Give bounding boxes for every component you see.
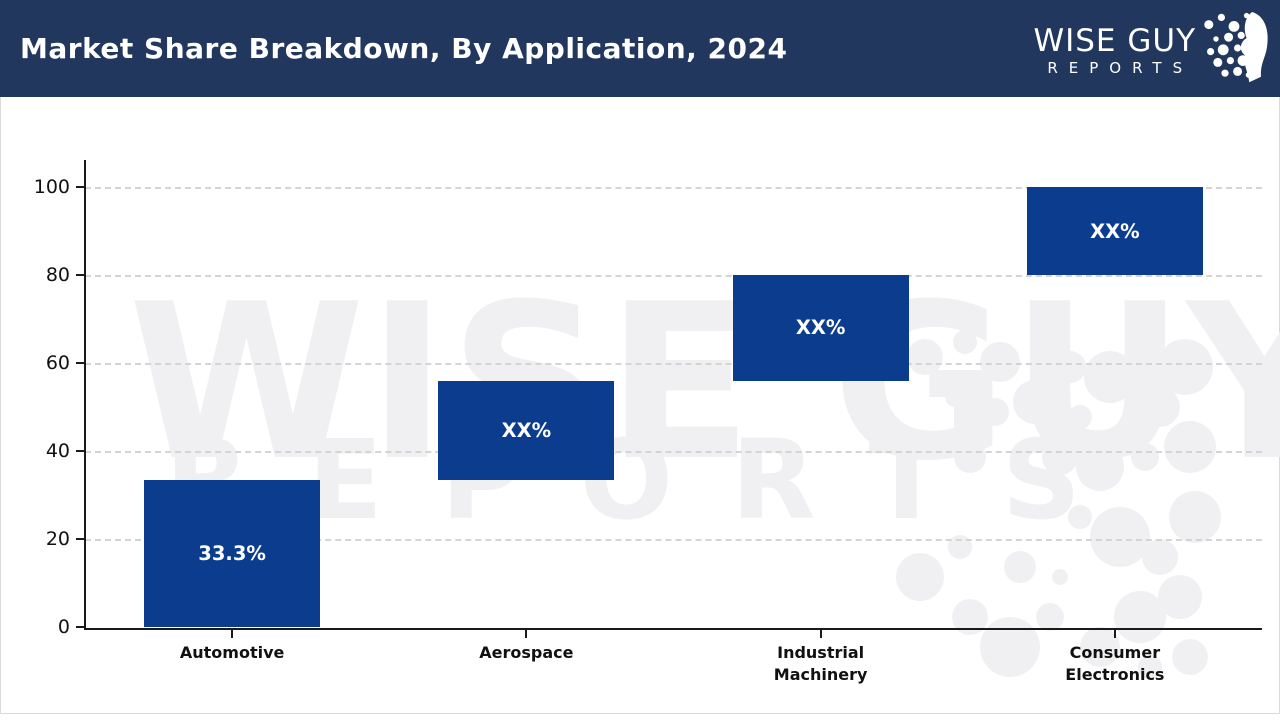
x-axis-tick xyxy=(819,630,822,638)
y-axis-spine xyxy=(84,160,86,628)
x-axis-label: Industrial Machinery xyxy=(773,643,868,684)
y-axis-tick xyxy=(76,274,85,276)
bar-consumer-electronics: XX% xyxy=(1026,187,1203,275)
gridline xyxy=(85,539,1262,541)
y-tick-label: 80 xyxy=(45,264,70,286)
y-tick-label: 20 xyxy=(45,528,70,550)
y-tick-label: 0 xyxy=(57,616,70,638)
page-title: Market Share Breakdown, By Application, … xyxy=(20,32,788,65)
x-axis-tick xyxy=(525,630,528,638)
y-axis-tick xyxy=(76,186,85,188)
y-tick-label: 100 xyxy=(33,176,70,198)
gridline xyxy=(85,187,1262,189)
wise-guy-head-icon xyxy=(1198,6,1270,94)
brand-logo-text: WISE GUY REPORTS xyxy=(1033,23,1196,77)
brand-subname: REPORTS xyxy=(1047,59,1194,77)
bar-industrial-machinery: XX% xyxy=(732,275,909,381)
y-axis-tick xyxy=(76,538,85,540)
y-tick-label: 60 xyxy=(45,352,70,374)
x-axis-label: Automotive xyxy=(179,643,285,662)
bar-automotive: 33.3% xyxy=(144,480,321,627)
y-axis-tick xyxy=(76,626,85,628)
brand-name: WISE GUY xyxy=(1033,23,1196,59)
plot-area: 33.3% XX% XX% XX% xyxy=(85,162,1262,627)
bar-aerospace: XX% xyxy=(438,380,615,481)
bar-value-label: 33.3% xyxy=(198,542,266,566)
x-axis-tick xyxy=(1113,630,1116,638)
bar-value-label: XX% xyxy=(1090,219,1140,243)
y-axis-tick xyxy=(76,362,85,364)
header-bar: Market Share Breakdown, By Application, … xyxy=(0,0,1280,97)
gridline xyxy=(85,363,1262,365)
y-axis-tick xyxy=(76,450,85,452)
brand-logo: WISE GUY REPORTS xyxy=(1033,6,1270,94)
gridline xyxy=(85,451,1262,453)
bar-value-label: XX% xyxy=(501,419,552,443)
bar-value-label: XX% xyxy=(795,316,846,340)
x-axis-label: Aerospace xyxy=(479,643,574,662)
chart-canvas: WISE GUY REPORTS xyxy=(0,97,1280,714)
x-axis-tick xyxy=(231,630,234,638)
x-axis-spine xyxy=(84,628,1262,630)
y-tick-label: 40 xyxy=(45,440,70,462)
gridline xyxy=(85,275,1262,277)
x-axis-label: Consumer Electronics xyxy=(1065,643,1165,684)
